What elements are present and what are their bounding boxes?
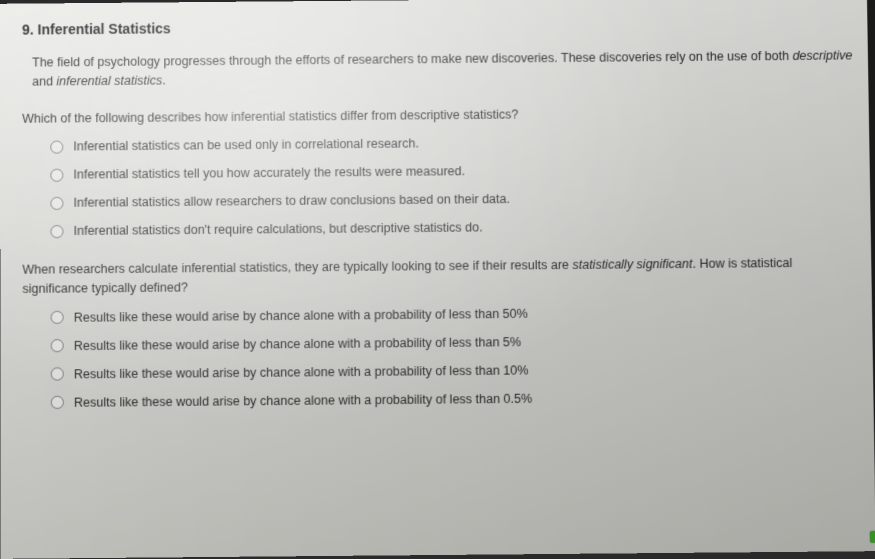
option-label: Inferential statistics can be used only …	[73, 137, 419, 154]
radio-icon[interactable]	[51, 368, 64, 381]
section-heading: 9. Inferential Statistics	[22, 14, 853, 37]
accent-indicator	[870, 531, 875, 543]
question-1-options: Inferential statistics can be used only …	[50, 133, 856, 239]
option-label: Inferential statistics don't require cal…	[74, 221, 483, 239]
question-1-text: Which of the following describes how inf…	[22, 102, 855, 128]
page-edge-shadow	[867, 0, 875, 551]
radio-icon[interactable]	[51, 311, 64, 324]
question-2-options: Results like these would arise by chance…	[51, 304, 860, 410]
option-label: Inferential statistics allow researchers…	[73, 192, 510, 210]
q1-option-d[interactable]: Inferential statistics don't require cal…	[50, 217, 856, 238]
radio-icon[interactable]	[50, 225, 63, 238]
q2-option-c[interactable]: Results like these would arise by chance…	[51, 360, 859, 381]
q2-option-a[interactable]: Results like these would arise by chance…	[51, 304, 858, 325]
q2-option-b[interactable]: Results like these would arise by chance…	[51, 332, 859, 353]
q1-option-c[interactable]: Inferential statistics allow researchers…	[50, 189, 856, 210]
q2-option-d[interactable]: Results like these would arise by chance…	[51, 388, 860, 409]
worksheet-page: 9. Inferential Statistics The field of p…	[0, 0, 875, 559]
radio-icon[interactable]	[50, 197, 63, 210]
option-label: Inferential statistics tell you how accu…	[73, 164, 465, 182]
question-2-text: When researchers calculate inferential s…	[22, 254, 857, 299]
intro-paragraph: The field of psychology progresses throu…	[32, 46, 854, 91]
radio-icon[interactable]	[50, 140, 63, 153]
radio-icon[interactable]	[51, 396, 64, 409]
q1-option-b[interactable]: Inferential statistics tell you how accu…	[50, 161, 855, 182]
option-label: Results like these would arise by chance…	[74, 306, 528, 324]
q1-option-a[interactable]: Inferential statistics can be used only …	[50, 133, 855, 154]
radio-icon[interactable]	[50, 168, 63, 181]
radio-icon[interactable]	[51, 339, 64, 352]
option-label: Results like these would arise by chance…	[74, 335, 521, 353]
option-label: Results like these would arise by chance…	[74, 391, 532, 409]
option-label: Results like these would arise by chance…	[74, 363, 529, 381]
